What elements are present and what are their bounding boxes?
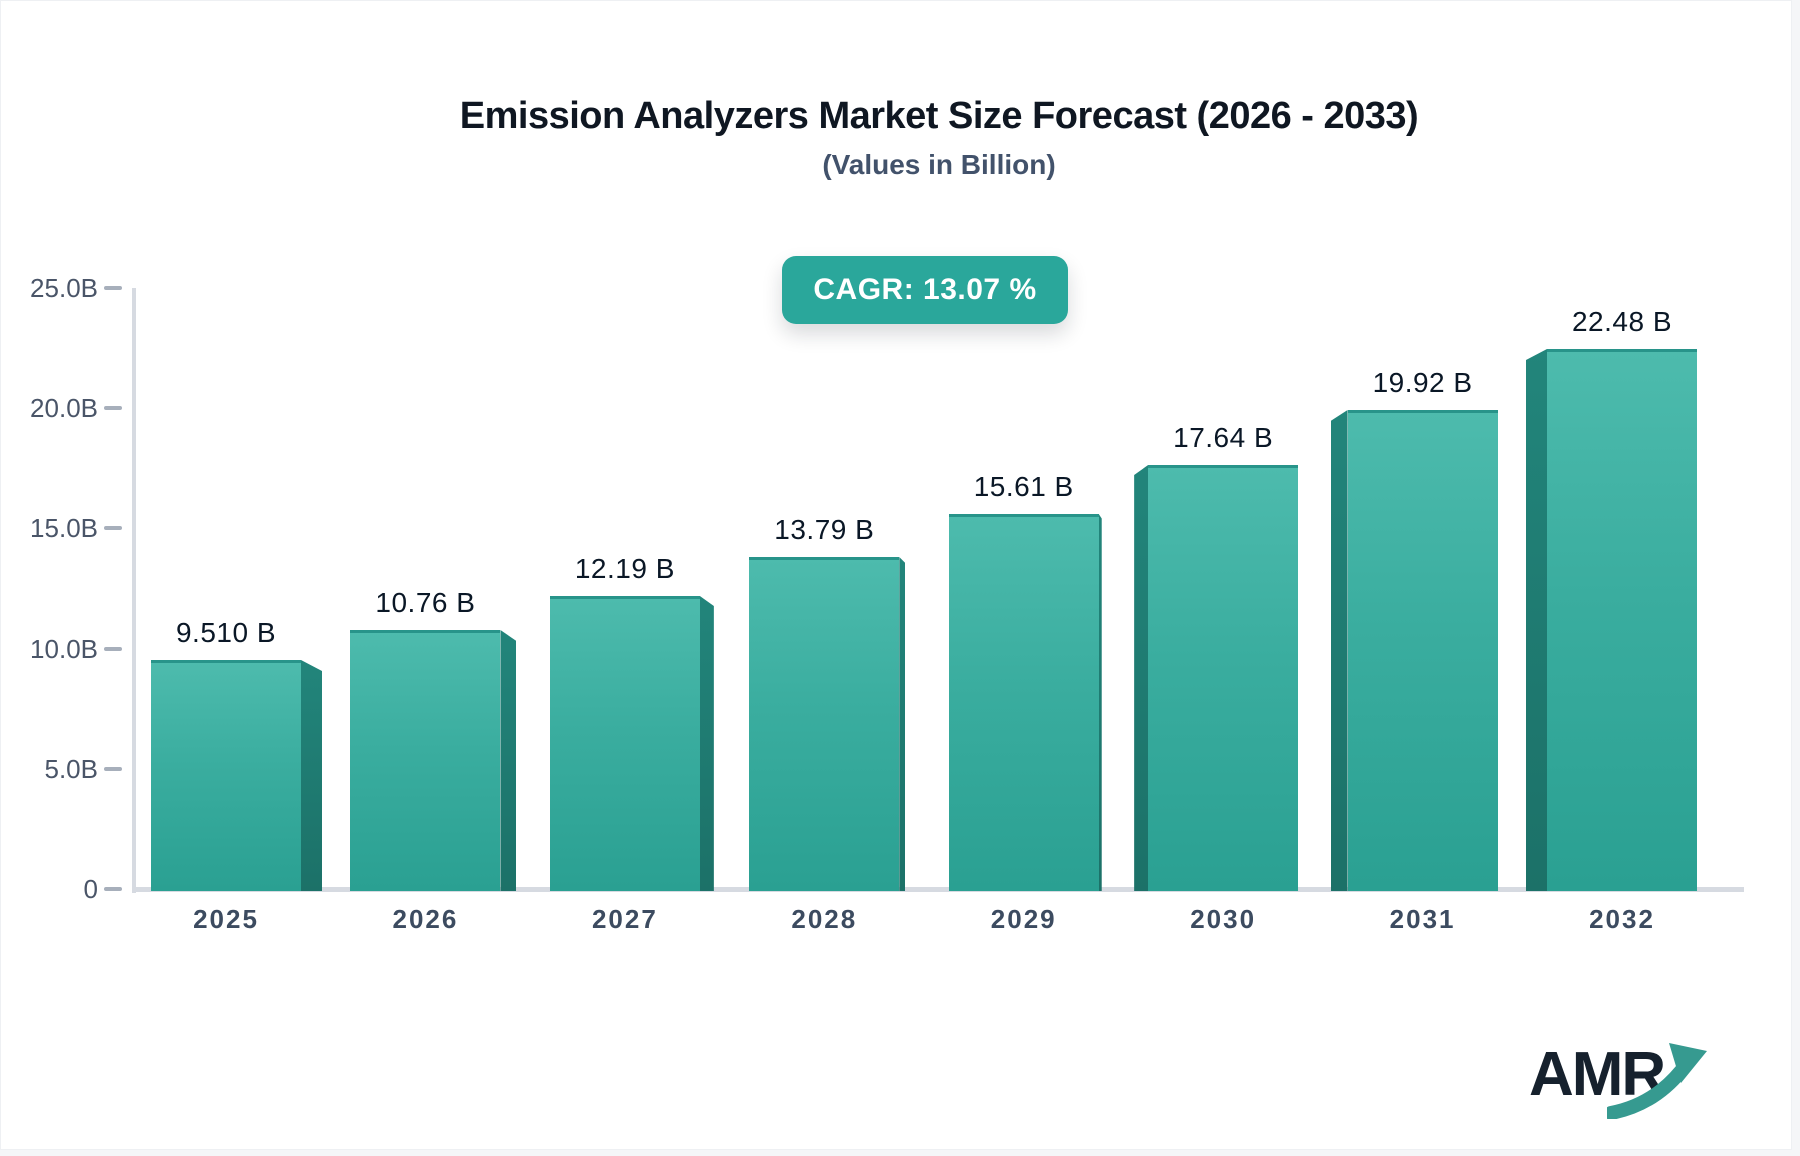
- bar-side-face-2027: [699, 596, 714, 891]
- bar-side-face-2029: [1098, 514, 1102, 891]
- bar-value-label-2027: 12.19 B: [574, 553, 675, 584]
- bar-side-face-2028: [899, 557, 906, 891]
- bar-2025: [151, 660, 301, 891]
- bar-side-face-2025: [301, 660, 322, 891]
- y-axis-tick-label: 20.0B: [30, 393, 98, 424]
- bar-2032: [1547, 349, 1697, 891]
- y-axis-tick-label: 5.0B: [44, 753, 99, 784]
- bar-value-label-2026: 10.76 B: [375, 587, 476, 618]
- bar-2026: [350, 630, 501, 891]
- bar-side-face-2026: [500, 630, 517, 891]
- bar-value-label-2030: 17.64 B: [1173, 422, 1274, 453]
- y-axis-tick-mark: [104, 286, 122, 290]
- bar-2027: [549, 596, 700, 891]
- bar-value-label-2028: 13.79 B: [774, 514, 875, 545]
- y-axis-line: [132, 288, 136, 893]
- y-axis-tick-mark: [104, 526, 122, 531]
- bar-value-label-2029: 15.61 B: [973, 471, 1074, 502]
- y-axis-tick-label: 0: [83, 874, 98, 904]
- y-axis-tick-mark: [104, 766, 122, 771]
- y-axis-tick-mark: [104, 887, 122, 891]
- chart-subtitle: (Values in Billion): [822, 149, 1056, 180]
- chart-title: Emission Analyzers Market Size Forecast …: [459, 95, 1419, 137]
- trend-up-arrow-icon: [1607, 1043, 1707, 1119]
- x-axis-label-2027: 2027: [591, 904, 658, 934]
- x-axis-label-2026: 2026: [392, 904, 459, 934]
- x-axis-label-2028: 2028: [791, 904, 858, 934]
- bar-2031: [1347, 410, 1498, 891]
- x-axis-label-2031: 2031: [1389, 904, 1456, 934]
- bar-side-face-2031: [1330, 410, 1348, 891]
- bar-value-label-2032: 22.48 B: [1571, 306, 1673, 337]
- x-axis-line: [132, 887, 1744, 892]
- y-axis-tick-mark: [104, 646, 122, 651]
- bar-value-label-2031: 19.92 B: [1372, 367, 1473, 398]
- amr-logo: AMR: [1529, 1039, 1714, 1119]
- bar-side-face-2032: [1526, 349, 1547, 891]
- x-axis-label-2032: 2032: [1589, 904, 1655, 934]
- cagr-badge: CAGR: 13.07 %: [782, 256, 1068, 324]
- bar-2028: [749, 557, 900, 891]
- bar-value-label-2025: 9.510 B: [175, 617, 277, 648]
- y-axis-tick-mark: [104, 406, 122, 411]
- x-axis-label-2025: 2025: [193, 904, 259, 934]
- bar-2030: [1148, 465, 1299, 891]
- bar-side-face-2030: [1134, 465, 1149, 891]
- bar-2029: [948, 514, 1099, 891]
- x-axis-label-2030: 2030: [1190, 904, 1257, 934]
- y-axis-tick-label: 25.0B: [30, 273, 98, 303]
- y-axis-tick-label: 10.0B: [30, 633, 98, 664]
- x-axis-label-2029: 2029: [990, 904, 1057, 934]
- y-axis-tick-label: 15.0B: [30, 513, 98, 544]
